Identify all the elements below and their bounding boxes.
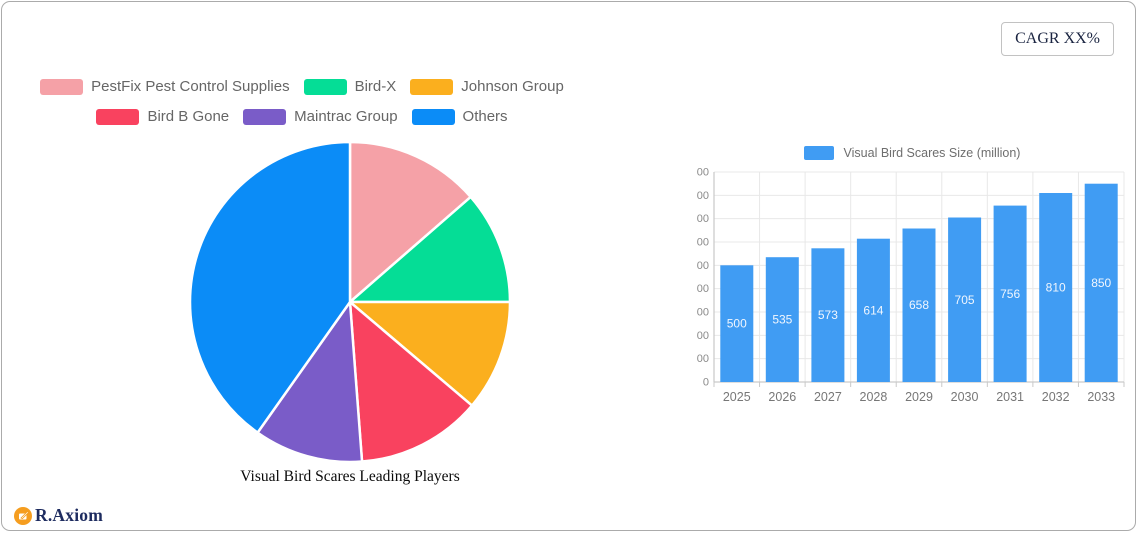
bar-value-label: 810 — [1046, 281, 1066, 295]
y-tick-label: 700 — [697, 213, 709, 225]
pen-glyph — [18, 510, 29, 520]
legend-swatch — [410, 78, 454, 95]
x-tick-label: 2030 — [951, 390, 979, 404]
legend-swatch — [243, 108, 287, 125]
legend-swatch — [411, 108, 455, 125]
y-tick-label: 600 — [697, 237, 709, 249]
pie-legend-item-bird-x[interactable]: Bird-X — [303, 78, 397, 95]
bar-value-label: 705 — [955, 293, 975, 307]
legend-label: Others — [462, 108, 508, 125]
x-tick-label: 2027 — [814, 390, 842, 404]
pie-slice-bird-x[interactable] — [348, 195, 512, 304]
bar-2032[interactable] — [1039, 193, 1073, 382]
bar-legend-swatch — [803, 146, 834, 160]
pie-legend-item-others[interactable]: Others — [411, 108, 508, 125]
bar-value-label: 614 — [863, 303, 883, 317]
y-tick-label: 400 — [697, 283, 709, 295]
legend-swatch — [96, 108, 140, 125]
x-tick-label: 2025 — [723, 390, 751, 404]
legend-label: Bird-X — [354, 78, 397, 95]
legend-label: Maintrac Group — [294, 108, 398, 125]
x-tick-label: 2026 — [768, 390, 796, 404]
bar-2030[interactable] — [948, 217, 982, 383]
bar-2033[interactable] — [1084, 183, 1118, 382]
bar-2026[interactable] — [765, 257, 799, 382]
x-tick-label: 2029 — [905, 390, 933, 404]
legend-label: Johnson Group — [461, 78, 564, 95]
x-tick-label: 2028 — [860, 390, 888, 404]
pie-slice-pestfix-pest-control-supplies[interactable] — [348, 140, 472, 304]
pie-chart-title: Visual Bird Scares Leading Players — [240, 468, 460, 485]
legend-label: Bird B Gone — [147, 108, 230, 125]
legend-swatch — [40, 78, 84, 95]
bar-chart: 0 100 200 300 400 500 600 700 800 900 500 2025 535 20… — [697, 167, 1125, 404]
y-tick-label: 800 — [697, 190, 709, 202]
bar-legend-item[interactable]: Visual Bird Scares Size (million) — [697, 146, 1127, 160]
bar-value-label: 535 — [772, 313, 792, 327]
pie-legend-item-johnson-group[interactable]: Johnson Group — [410, 78, 564, 95]
bar-2031[interactable] — [993, 205, 1027, 382]
cagr-badge: CAGR XX% — [1001, 22, 1114, 56]
pie-legend-item-pestfix-pest-control-supplies[interactable]: PestFix Pest Control Supplies — [40, 78, 290, 95]
brand-logo: R.Axiom — [14, 505, 103, 526]
y-tick-label: 300 — [697, 307, 709, 319]
legend-swatch — [303, 78, 347, 95]
bar-2028[interactable] — [856, 238, 890, 382]
pie-slice-others[interactable] — [188, 140, 352, 434]
bar-2029[interactable] — [902, 228, 936, 383]
x-tick-label: 2032 — [1042, 390, 1070, 404]
bar-value-label: 850 — [1091, 276, 1111, 290]
bar-value-label: 658 — [909, 298, 929, 312]
bar-value-label: 500 — [727, 317, 747, 331]
brand-name: R.Axiom — [35, 505, 103, 525]
pie-legend-item-bird-b-gone[interactable]: Bird B Gone — [96, 108, 229, 125]
x-tick-label: 2033 — [1087, 390, 1115, 404]
bar-2027[interactable] — [811, 248, 845, 382]
legend-label: PestFix Pest Control Supplies — [91, 78, 290, 95]
bar-value-label: 573 — [818, 308, 838, 322]
pen-chart-icon — [14, 506, 32, 525]
bar-value-label: 756 — [1000, 287, 1020, 301]
bar-2025[interactable] — [720, 265, 754, 382]
bar-chart-section: 0 100 200 300 400 500 600 700 800 900 500 2025 535 20… — [697, 144, 1139, 416]
y-tick-label: 900 — [697, 167, 709, 179]
pie-chart — [188, 140, 512, 464]
y-tick-label: 500 — [697, 260, 709, 272]
bar-legend-label: Visual Bird Scares Size (million) — [843, 146, 1021, 160]
y-tick-label: 0 — [703, 377, 709, 389]
y-tick-label: 100 — [697, 353, 709, 365]
pie-legend: PestFix Pest Control Supplies Bird-X Johns… — [2, 78, 602, 125]
y-tick-label: 200 — [697, 330, 709, 342]
pie-legend-item-maintrac-group[interactable]: Maintrac Group — [243, 108, 398, 125]
x-tick-label: 2031 — [996, 390, 1024, 404]
pie-slice-maintrac-group[interactable] — [256, 300, 364, 464]
pie-slice-johnson-group[interactable] — [348, 300, 512, 407]
pie-slice-bird-b-gone[interactable] — [348, 300, 474, 463]
